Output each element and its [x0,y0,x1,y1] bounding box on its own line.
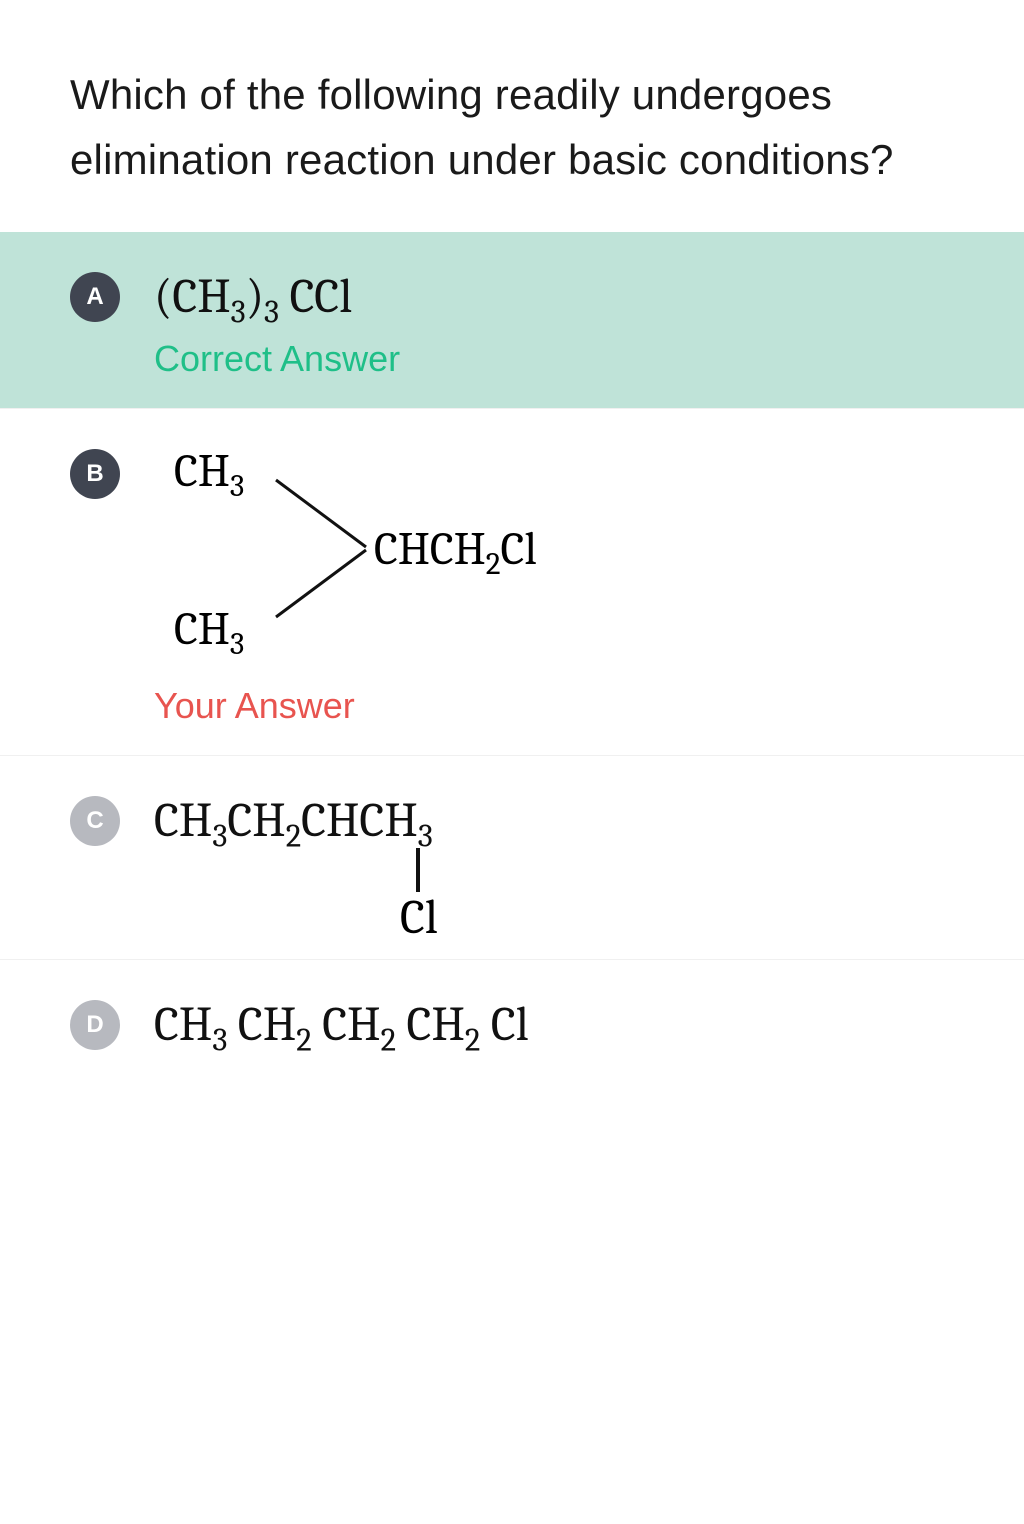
option-b[interactable]: B CH3 CH3 CHCH2Cl Your Answer [0,408,1024,755]
option-c-cl: Cl [400,890,438,945]
question-text: Which of the following readily undergoes… [70,62,954,192]
option-c[interactable]: C CH3CH2CHCH3 Cl [0,755,1024,960]
option-d-body: CH3 CH2 CH2 CH2 Cl [154,996,954,1054]
option-b-bond-svg [266,465,386,635]
option-c-structure: CH3CH2CHCH3 Cl [154,792,433,850]
bond-line-bottom [276,550,366,617]
option-d-letter: D [86,1011,103,1039]
option-c-letter: C [86,807,103,835]
option-b-tail: CHCH2Cl [374,523,537,576]
option-b-ch3-bot: CH3 [174,603,244,656]
your-answer-label: Your Answer [154,685,954,727]
option-c-body: CH3CH2CHCH3 Cl [154,792,954,850]
option-b-body: CH3 CH3 CHCH2Cl Your Answer [154,445,954,727]
option-b-ch3-top: CH3 [174,445,244,498]
option-b-badge: B [70,449,120,499]
correct-answer-label: Correct Answer [154,338,954,380]
option-a[interactable]: A (CH3)3 CCl Correct Answer [0,232,1024,408]
option-b-structure: CH3 CH3 CHCH2Cl [174,445,694,655]
quiz-page: Which of the following readily undergoes… [0,0,1024,1082]
option-b-letter: B [86,460,103,488]
option-d-badge: D [70,1000,120,1050]
option-c-badge: C [70,796,120,846]
option-d[interactable]: D CH3 CH2 CH2 CH2 Cl [0,959,1024,1082]
option-c-bond-bar [416,848,420,892]
option-a-letter: A [86,283,103,311]
question-block: Which of the following readily undergoes… [0,0,1024,232]
option-c-main: CH3CH2CHCH3 [154,792,433,850]
bond-line-top [276,480,366,547]
option-a-body: (CH3)3 CCl Correct Answer [154,268,954,380]
option-a-formula: (CH3)3 CCl [154,268,954,326]
option-a-badge: A [70,272,120,322]
option-d-formula: CH3 CH2 CH2 CH2 Cl [154,996,954,1054]
